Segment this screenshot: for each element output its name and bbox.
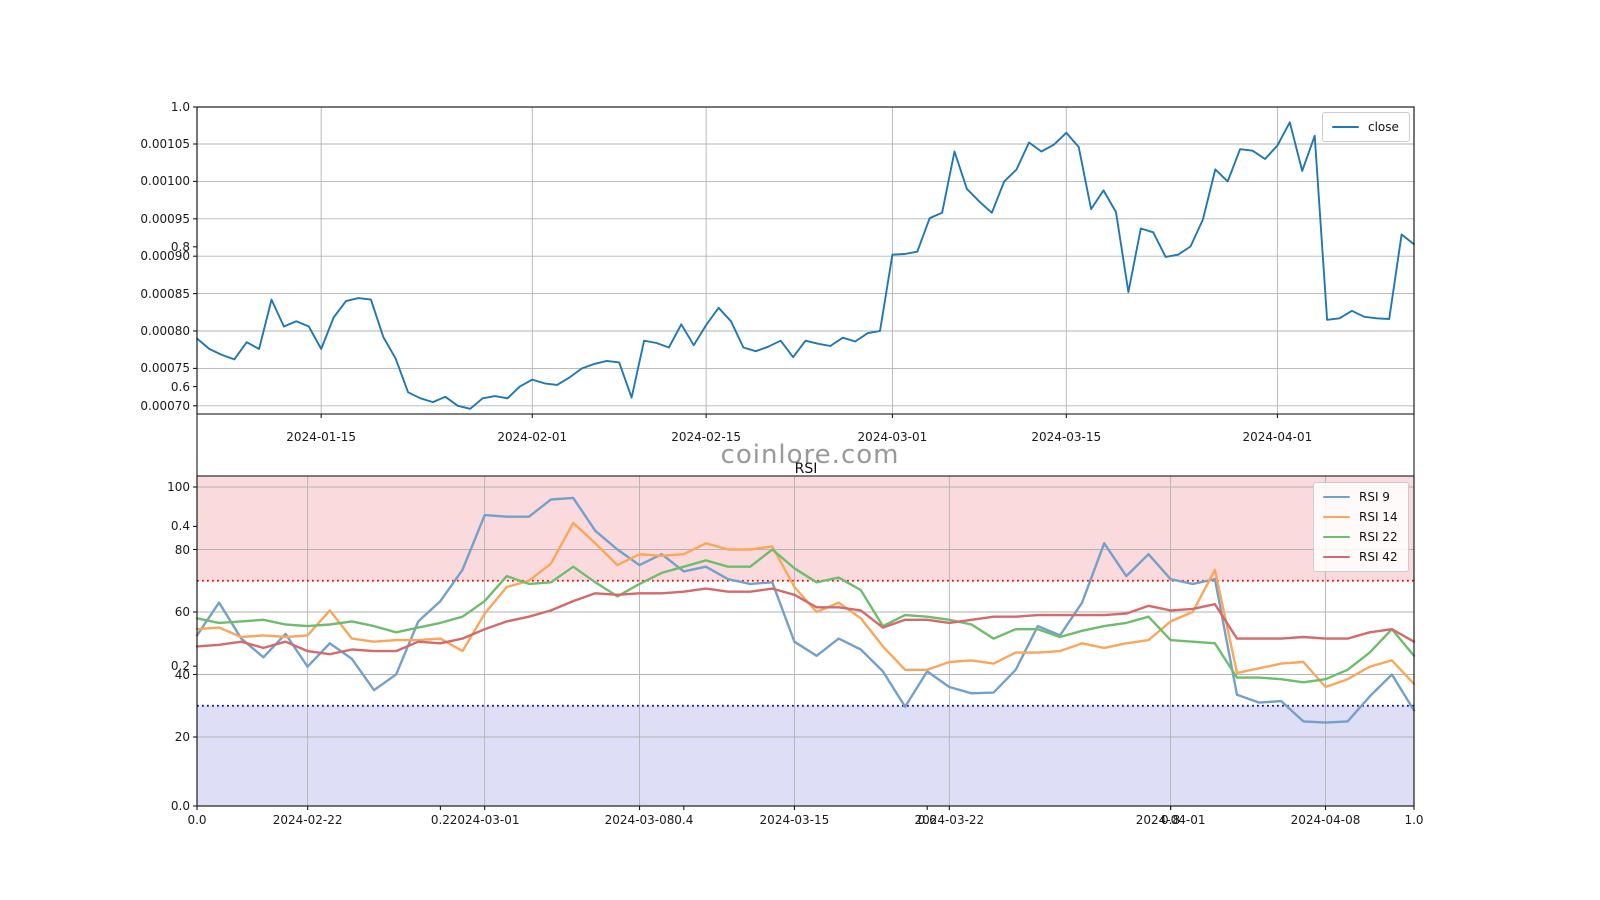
rsi-14-line-sample-icon bbox=[1323, 516, 1350, 518]
figure-y-tick-label: 0.4 bbox=[170, 519, 190, 534]
close-price-line bbox=[196, 121, 1415, 410]
close-line-sample-icon bbox=[1332, 126, 1359, 128]
price-legend: close bbox=[1322, 112, 1410, 142]
rsi-x-tick-label: 2024-04-08 bbox=[1290, 813, 1361, 827]
figure-y-tick-label: 0.6 bbox=[170, 379, 190, 394]
rsi-22-line-sample-icon bbox=[1323, 536, 1350, 538]
rsi-line-rsi-22 bbox=[195, 548, 1416, 684]
rsi-x-tick-label: 2024-03-08 bbox=[604, 813, 675, 827]
oversold-band bbox=[197, 705, 1414, 806]
rsi-legend-row: RSI 42 bbox=[1323, 547, 1398, 567]
price-y-tick-label: 0.00070 bbox=[140, 398, 190, 413]
rsi-legend-label: RSI 9 bbox=[1359, 490, 1390, 504]
rsi-y-tick-label: 80 bbox=[174, 542, 190, 557]
rsi-axis-spines bbox=[196, 475, 1415, 807]
figure-y-tick-label: 0.8 bbox=[170, 239, 190, 254]
watermark: coinlore.com bbox=[720, 440, 900, 470]
rsi-x-tick-label: 2024-04-01 bbox=[1135, 813, 1206, 827]
rsi-legend-label: RSI 42 bbox=[1359, 550, 1398, 564]
rsi-y-tick-label: 20 bbox=[174, 730, 190, 744]
price-y-tick-label: 0.00090 bbox=[140, 249, 190, 264]
rsi-legend: RSI 9 RSI 14 RSI 22 RSI 42 bbox=[1313, 482, 1409, 572]
figure-x-tick-label: 0.0 bbox=[187, 813, 207, 827]
rsi-42-line-sample-icon bbox=[1323, 556, 1350, 558]
price-y-tick-label: 0.00100 bbox=[140, 174, 190, 189]
price-x-tick-label: 2024-03-15 bbox=[1031, 430, 1102, 444]
overbought-band bbox=[197, 476, 1414, 581]
rsi-line-rsi-9 bbox=[195, 496, 1416, 724]
price-y-tick-label: 0.00075 bbox=[140, 361, 190, 376]
rsi-legend-row: RSI 14 bbox=[1323, 507, 1398, 527]
rsi-line-rsi-14 bbox=[195, 521, 1416, 689]
figure-x-tick-label: 0.4 bbox=[674, 813, 694, 827]
price-x-tick-label: 2024-03-01 bbox=[857, 430, 928, 444]
price-legend-label: close bbox=[1368, 120, 1399, 134]
figure-x-tick-label: 0.2 bbox=[430, 813, 450, 827]
price-y-tick-label: 0.00080 bbox=[140, 324, 190, 338]
rsi-x-tick-label: 2024-02-22 bbox=[272, 813, 343, 827]
price-legend-row: close bbox=[1332, 117, 1399, 137]
rsi-legend-label: RSI 22 bbox=[1359, 530, 1398, 544]
rsi-chart-title: RSI bbox=[794, 461, 818, 477]
rsi-legend-row: RSI 22 bbox=[1323, 527, 1398, 547]
rsi-y-tick-label: 40 bbox=[174, 667, 190, 682]
rsi-x-tick-label: 2024-03-15 bbox=[759, 813, 830, 827]
price-x-tick-label: 2024-02-01 bbox=[497, 430, 568, 444]
price-x-tick-label: 2024-01-15 bbox=[286, 430, 357, 444]
figure-y-tick-label: 1.0 bbox=[170, 100, 190, 114]
price-y-tick-label: 0.00085 bbox=[140, 286, 190, 301]
figure-y-tick-label: 0.0 bbox=[170, 799, 190, 813]
rsi-y-tick-label: 60 bbox=[174, 605, 190, 619]
rsi-9-line-sample-icon bbox=[1323, 496, 1350, 498]
figure-x-tick-label: 1.0 bbox=[1404, 813, 1424, 827]
figure-y-tick-label: 0.2 bbox=[170, 659, 190, 674]
price-axis-spines bbox=[196, 106, 1415, 415]
rsi-x-tick-label: 2024-03-22 bbox=[914, 813, 985, 827]
figure-x-tick-label: 0.6 bbox=[917, 813, 937, 827]
figure-x-tick-label: 0.8 bbox=[1161, 813, 1181, 827]
rsi-line-rsi-42 bbox=[195, 587, 1416, 656]
price-y-tick-label: 0.00105 bbox=[140, 137, 190, 151]
rsi-legend-row: RSI 9 bbox=[1323, 487, 1398, 507]
price-x-tick-label: 2024-04-01 bbox=[1242, 430, 1313, 444]
price-y-tick-label: 0.00095 bbox=[140, 211, 190, 226]
rsi-legend-label: RSI 14 bbox=[1359, 510, 1398, 524]
rsi-x-tick-label: 2024-03-01 bbox=[449, 813, 520, 827]
price-x-tick-label: 2024-02-15 bbox=[671, 430, 742, 444]
rsi-y-tick-label: 100 bbox=[167, 480, 190, 494]
